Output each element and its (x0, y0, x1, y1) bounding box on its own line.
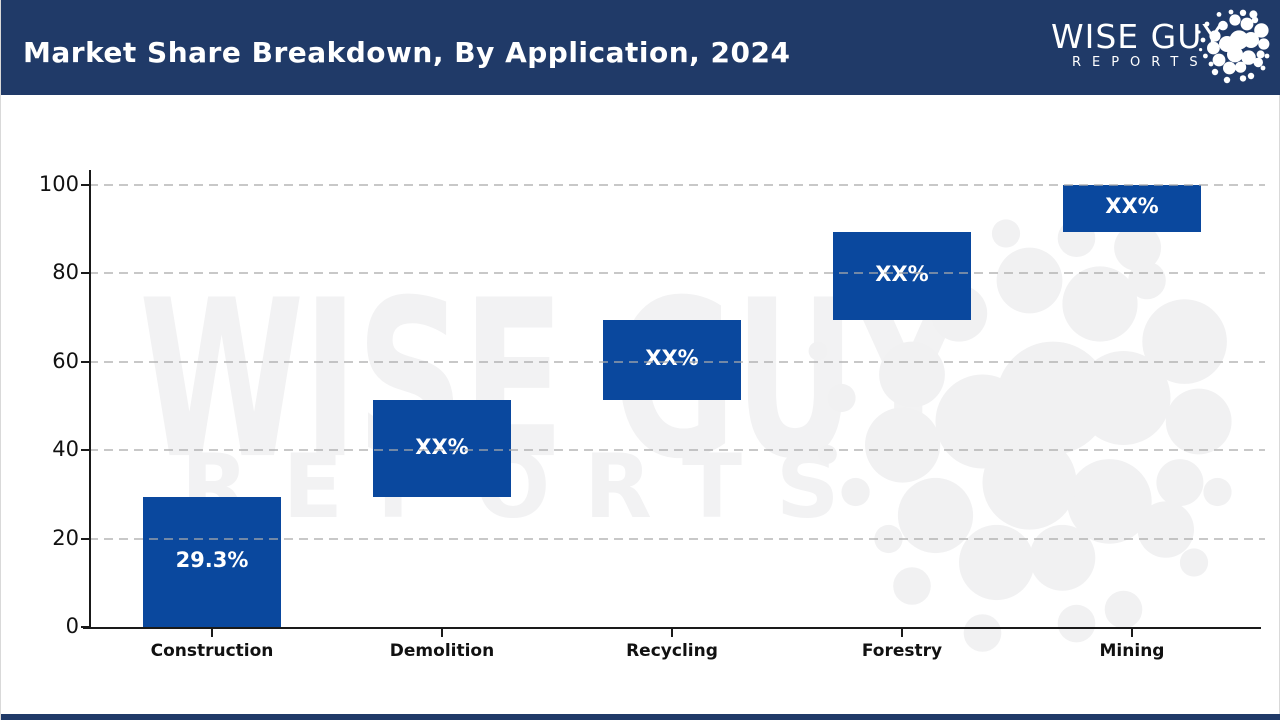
x-axis-label-forestry: Forestry (861, 641, 943, 661)
bar-mining: XX% (1063, 185, 1201, 232)
x-axis-tick (211, 629, 213, 637)
y-axis-tick (81, 360, 89, 363)
bar-recycling: XX% (603, 319, 741, 400)
chart-title: Market Share Breakdown, By Application, … (23, 36, 791, 69)
x-axis-label-recycling: Recycling (626, 641, 718, 661)
y-axis-tick-label: 60 (52, 348, 79, 373)
bar-demolition: XX% (373, 399, 511, 498)
y-axis-spine (89, 170, 91, 629)
y-axis-tick-label: 80 (52, 260, 79, 285)
x-axis-tick (901, 629, 903, 637)
bar-value-label: XX% (415, 434, 469, 459)
gridline (89, 272, 1265, 275)
gridline (89, 537, 1265, 540)
x-axis-label-construction: Construction (150, 641, 274, 661)
brand-subtitle: REPORTS (1071, 55, 1209, 70)
y-axis-tick-label: 40 (52, 437, 79, 462)
gridline (89, 449, 1265, 452)
gridline (89, 184, 1265, 186)
x-axis-spine (83, 627, 1261, 629)
brand-name: WISE GUY (1051, 17, 1224, 56)
y-axis-tick (81, 272, 89, 275)
y-axis-tick (81, 184, 89, 186)
bar-value-label: XX% (1105, 194, 1159, 219)
bar-value-label: 29.3% (175, 548, 249, 573)
bar-construction: 29.3% (143, 497, 281, 627)
brand-logo: WISE GUY REPORTS (1021, 6, 1271, 90)
x-axis-tick (441, 629, 443, 637)
brand-head-icon (1197, 9, 1270, 84)
footer-bar (1, 714, 1280, 720)
y-axis-tick-label: 100 (38, 172, 79, 196)
brand-logo-text: WISE GUY REPORTS (1051, 17, 1224, 71)
x-axis-label-demolition: Demolition (389, 641, 495, 661)
y-axis-tick-label: 0 (65, 614, 79, 638)
watermark-text-line1: WISE GUY (139, 255, 963, 508)
gridline (89, 360, 1265, 363)
x-axis-tick (1131, 629, 1133, 637)
header-bar: Market Share Breakdown, By Application, … (1, 0, 1280, 95)
x-axis-label-mining: Mining (1099, 641, 1165, 661)
x-axis-tick (671, 629, 673, 637)
y-axis-tick-label: 20 (52, 525, 79, 550)
bar-forestry: XX% (833, 231, 971, 320)
bar-value-label: XX% (645, 345, 699, 370)
y-axis-tick (81, 537, 89, 540)
y-axis-tick (81, 449, 89, 452)
